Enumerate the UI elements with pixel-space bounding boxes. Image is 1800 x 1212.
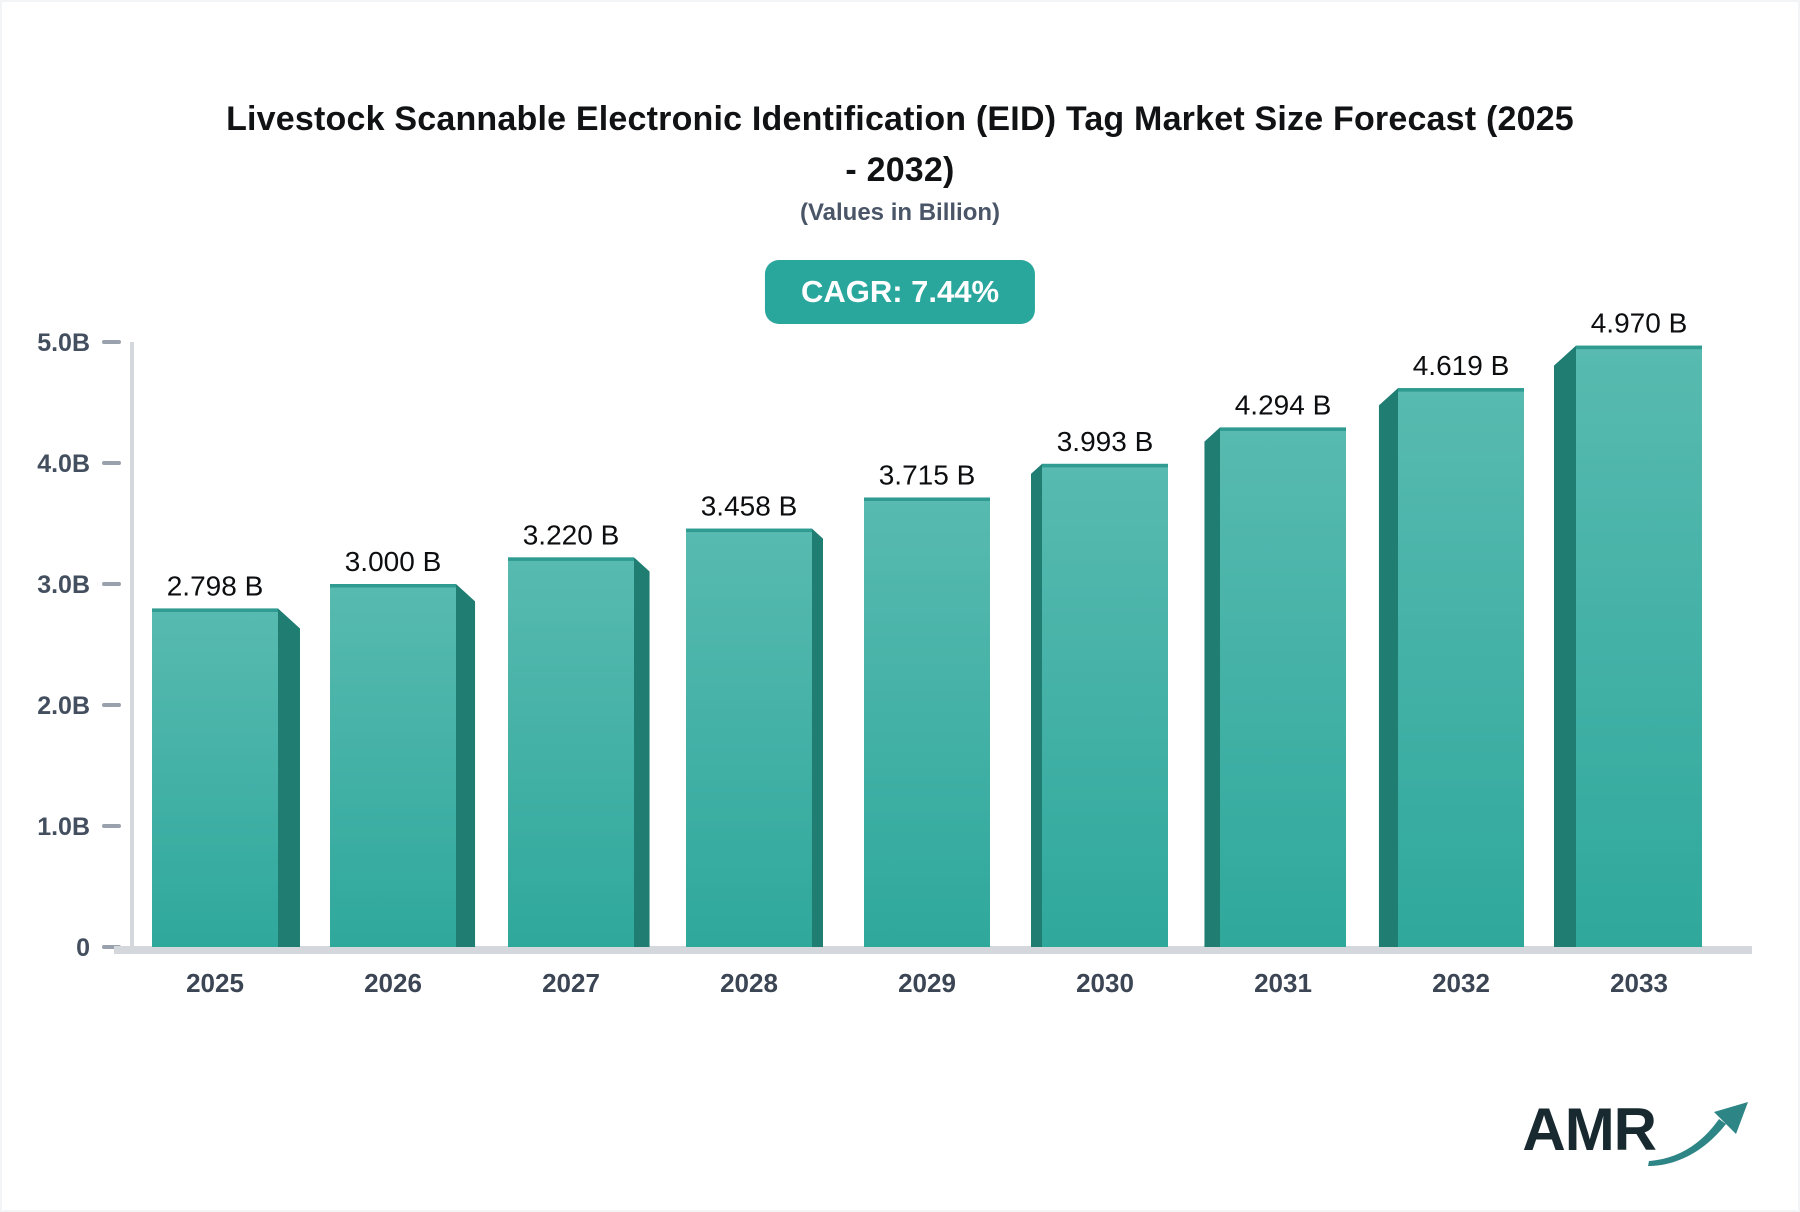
bar-group-2031: 4.294 B 2031 [1204,389,1346,998]
bar-group-2030: 3.993 B 2030 [1031,426,1168,998]
bar-group-2025: 2.798 B 2025 [152,570,300,998]
bar-group-2027: 3.220 B 2027 [508,519,650,998]
bar-side-face [634,557,650,947]
bar-group-2033: 4.970 B 2033 [1554,308,1702,998]
bar-value-label: 3.000 B [345,546,442,577]
y-tick-label: 5.0B [37,329,90,357]
y-tick-dash [102,582,121,586]
chart-subtitle: (Values in Billion) [799,199,1001,226]
y-axis: 0 1.0B 2.0B 3.0B 4.0B 5.0B [37,329,121,962]
bar-top-edge [1398,388,1524,392]
x-axis-line [114,946,1752,954]
bar-side-face [812,528,823,947]
chart-title: Livestock Scannable Electronic Identific… [2,94,1798,196]
bar-top-edge [1042,463,1168,468]
bar-group-2026: 3.000 B 2026 [330,546,476,998]
x-category-label: 2029 [898,968,956,998]
y-tick-dash [102,703,121,707]
bar-group-2032: 4.619 B 2032 [1378,350,1524,998]
y-tick-label: 1.0B [37,813,90,841]
bar-value-label: 4.970 B [1591,308,1688,339]
amr-logo-text: AMR [1522,1096,1657,1163]
bar-side-face [1378,388,1398,947]
bar-side-face [456,584,476,947]
x-category-label: 2030 [1076,968,1134,998]
bar-side-face [278,608,300,947]
x-category-label: 2027 [542,968,600,998]
bar-top-edge [686,528,812,533]
bar-top-edge [864,497,990,501]
growth-arrow-icon [1648,1102,1748,1166]
chart-title-line1: Livestock Scannable Electronic Identific… [226,100,1574,138]
bar-top-edge [1576,345,1702,350]
bar-side-face [1031,463,1042,947]
bar-value-label: 3.993 B [1057,426,1154,457]
bar-value-label: 3.220 B [523,519,620,550]
y-tick-label: 4.0B [37,450,90,478]
bar-front-face [1576,345,1702,947]
y-tick-dash [102,340,121,344]
y-tick-dash [102,461,121,465]
y-tick-label: 0 [76,934,90,962]
bar-value-label: 2.798 B [167,570,264,601]
bar-side-face [1204,427,1220,947]
bar-front-face [686,528,812,947]
bar-side-face [1554,345,1576,947]
x-category-label: 2026 [364,968,422,998]
x-category-label: 2031 [1254,968,1312,998]
x-category-label: 2032 [1432,968,1490,998]
x-category-label: 2025 [186,968,244,998]
bar-top-edge [1220,427,1346,431]
bar-value-label: 3.715 B [879,459,976,490]
bar-group-2029: 3.715 B 2029 [864,459,990,998]
bar-front-face [152,608,278,947]
bar-front-face [1398,388,1524,947]
bar-value-label: 4.294 B [1235,389,1332,420]
y-axis-line [130,342,134,954]
bar-value-label: 4.619 B [1413,350,1510,381]
chart-title-line2: - 2032) [845,151,955,189]
bar-top-edge [330,584,456,588]
bar-front-face [330,584,456,947]
x-category-label: 2028 [720,968,778,998]
amr-logo: AMR [1522,1090,1756,1180]
bar-value-label: 3.458 B [701,491,798,522]
x-category-label: 2033 [1610,968,1668,998]
bar-front-face [1220,427,1346,947]
bar-top-edge [152,608,278,612]
y-tick-dash [102,824,121,828]
bar-top-edge [508,557,634,561]
bar-group-2028: 3.458 B 2028 [686,491,823,998]
y-tick-label: 3.0B [37,571,90,599]
bar-front-face [864,497,990,947]
bar-front-face [508,557,634,947]
bar-front-face [1042,463,1168,947]
cagr-badge: CAGR: 7.44% [764,260,1036,324]
y-tick-label: 2.0B [37,692,90,720]
